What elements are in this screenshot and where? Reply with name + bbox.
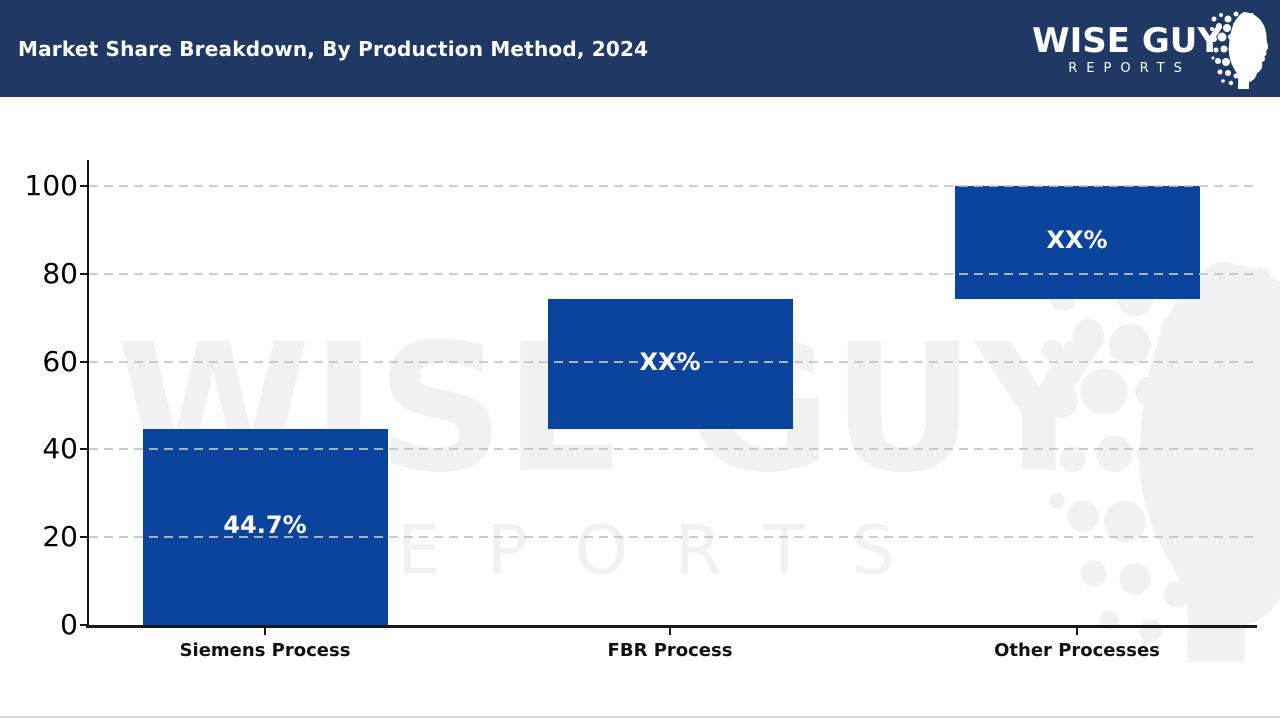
waterfall-chart: 0 20 40 60 80 100 44.7% XX% XX% Siemens Process FB…: [0, 97, 1280, 720]
y-axis-tick-label: 100: [24, 169, 78, 202]
x-axis-category-label: Other Processes: [994, 640, 1160, 661]
y-axis-tick-label: 80: [42, 256, 78, 290]
header-banner: Market Share Breakdown, By Production Me…: [0, 0, 1280, 97]
y-axis-tick-label: 0: [60, 608, 78, 641]
bar-siemens-process: [142, 428, 388, 625]
logo-subtitle: REPORTS: [1068, 61, 1191, 76]
wiseguy-logo: WISE GUY REPORTS: [1032, 7, 1268, 91]
y-axis-tick-mark: [80, 536, 87, 539]
x-axis-tick-mark: [669, 627, 671, 635]
bar-value-label: XX%: [1046, 226, 1108, 255]
x-axis-category-label: FBR Process: [607, 640, 733, 661]
logo-title: WISE GUY: [1032, 21, 1222, 61]
gridline-40: [89, 448, 1256, 451]
gridline-100: [89, 185, 1256, 187]
gridline-60: [89, 360, 1256, 363]
y-axis-tick-label: 20: [42, 520, 78, 554]
y-axis-tick-label: 60: [42, 344, 78, 378]
y-axis-tick-mark: [80, 272, 87, 275]
y-axis-tick-mark: [80, 624, 87, 626]
bar-value-label: 44.7%: [223, 510, 307, 539]
bar-value-label: XX%: [639, 347, 701, 376]
y-axis-tick-mark: [80, 360, 87, 363]
x-axis-category-label: Siemens Process: [179, 640, 351, 661]
x-axis-tick-mark: [1076, 627, 1078, 635]
y-axis-tick-label: 40: [42, 432, 78, 466]
y-axis-tick-mark: [80, 448, 87, 451]
wiseguy-face-icon: [1210, 11, 1268, 89]
x-axis-tick-mark: [264, 627, 266, 635]
page-title: Market Share Breakdown, By Production Me…: [18, 36, 649, 61]
y-axis-line: [87, 160, 89, 628]
gridline-80: [89, 272, 1256, 275]
bar-fbr-process: [547, 298, 793, 429]
x-axis-line: [86, 625, 1257, 628]
gridline-20: [89, 536, 1256, 539]
bottom-border-line: [0, 716, 1280, 718]
y-axis-tick-mark: [80, 185, 87, 187]
